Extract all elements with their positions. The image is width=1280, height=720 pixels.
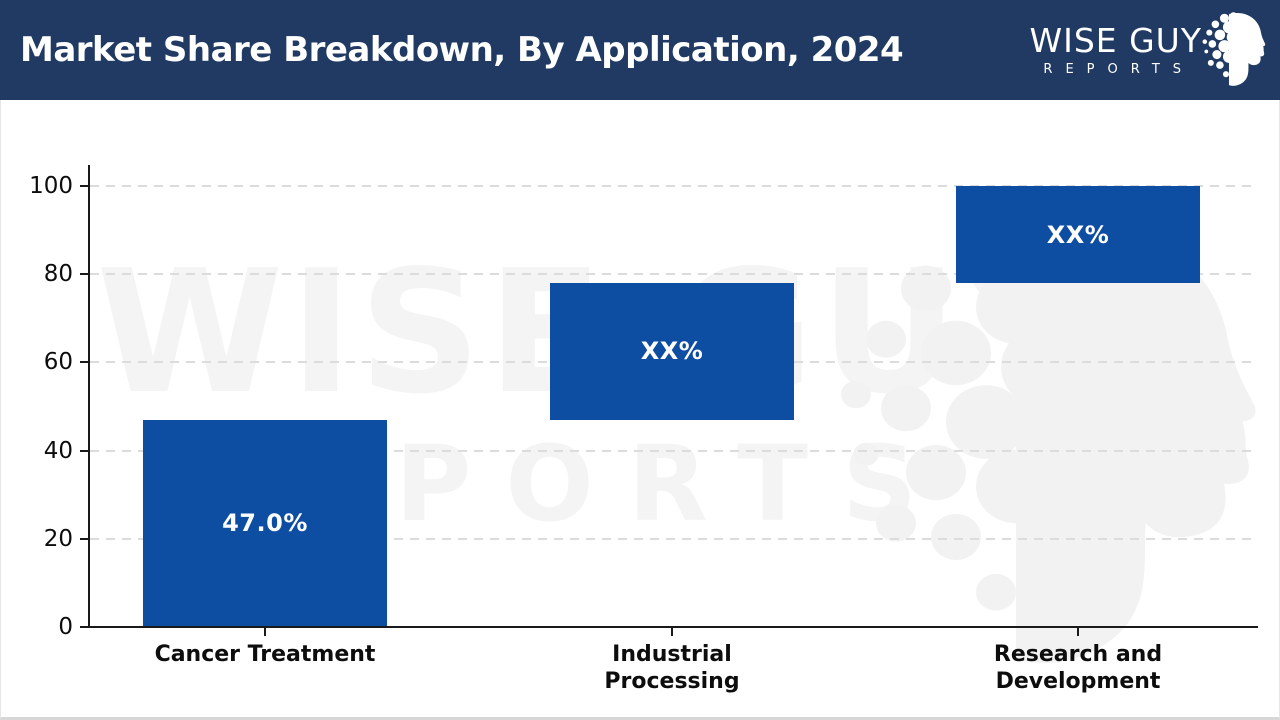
- y-tick-60: [80, 361, 89, 364]
- y-tick-20: [80, 537, 89, 540]
- chart-canvas: WISE GUY REPORTS 0 20 40 60 80 100 47.0% XX% XX%…: [0, 100, 1280, 720]
- y-tick-label-100: 100: [29, 173, 73, 199]
- bar-value-label-1: XX%: [640, 337, 704, 366]
- header: Market Share Breakdown, By Application, …: [0, 0, 1280, 100]
- y-tick-label-60: 60: [43, 349, 73, 376]
- gridline-100: [90, 185, 1257, 187]
- x-category-label-2: Research and Development: [993, 642, 1163, 694]
- gridline-20: [90, 537, 1257, 540]
- y-tick-80: [80, 273, 89, 276]
- bar-segment-1: XX%: [550, 283, 794, 420]
- y-tick-label-20: 20: [43, 525, 73, 552]
- x-axis-line: [88, 626, 1258, 628]
- brand-logo: WISE GUY REPORTS: [1029, 9, 1266, 91]
- y-tick-100: [80, 185, 89, 187]
- bar-value-label-0: 47.0%: [222, 509, 308, 538]
- logo-wordmark: WISE GUY REPORTS: [1029, 24, 1202, 77]
- bar-value-label-2: XX%: [1046, 220, 1110, 249]
- y-tick-40: [80, 449, 89, 452]
- x-tick-1: [671, 628, 673, 636]
- logo-head-icon: [1202, 12, 1266, 86]
- page-title: Market Share Breakdown, By Application, …: [20, 30, 904, 70]
- x-category-label-0: Cancer Treatment: [154, 642, 376, 667]
- y-tick-label-80: 80: [43, 261, 73, 288]
- y-tick-label-40: 40: [43, 437, 73, 464]
- x-tick-2: [1077, 628, 1079, 636]
- gridline-80: [90, 273, 1257, 276]
- bar-segment-2: XX%: [956, 186, 1200, 284]
- y-tick-0: [80, 626, 89, 628]
- bar-segment-0: 47.0%: [143, 419, 387, 627]
- y-tick-label-0: 0: [58, 614, 73, 640]
- logo-wordmark-line2: REPORTS: [1043, 61, 1195, 77]
- logo-wordmark-line1: WISE GUY: [1029, 20, 1202, 60]
- gridline-40: [90, 449, 1257, 452]
- x-tick-0: [264, 628, 266, 636]
- x-category-label-1: Industrial Processing: [604, 642, 740, 694]
- y-axis-line: [88, 165, 90, 628]
- watermark-head-icon: [841, 215, 1256, 664]
